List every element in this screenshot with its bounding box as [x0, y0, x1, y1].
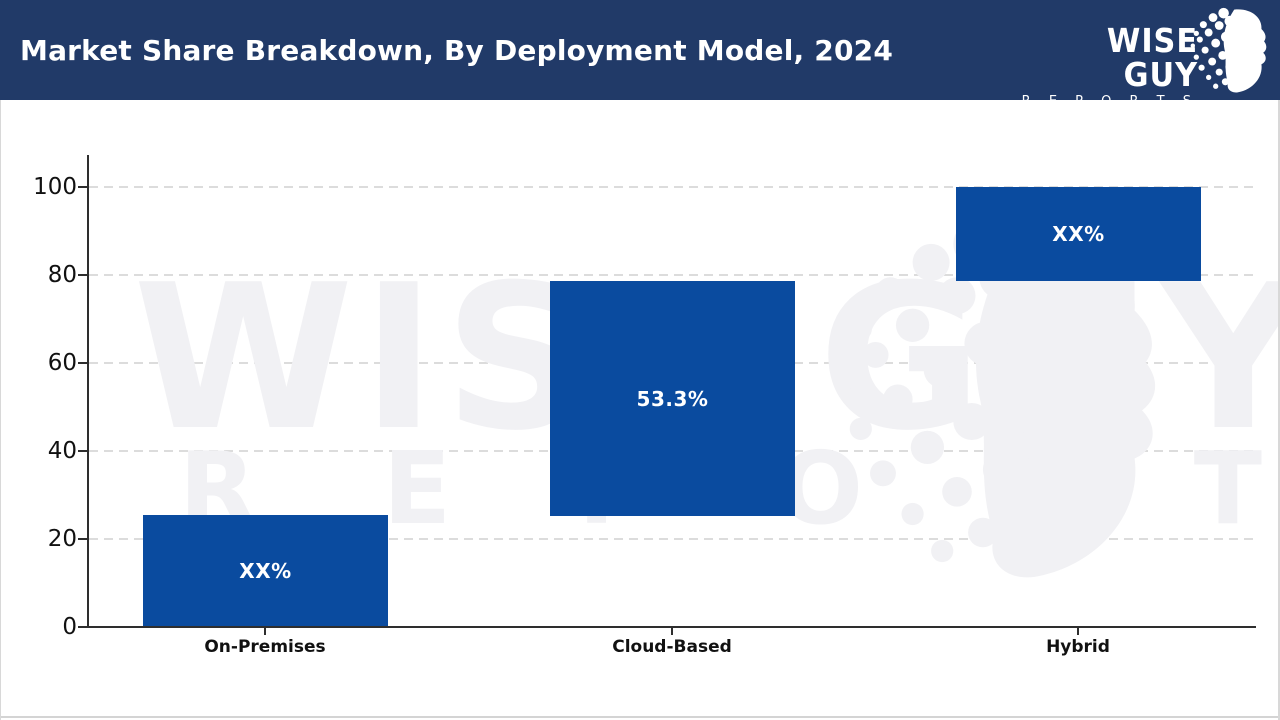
y-tick-mark: [78, 186, 88, 188]
x-axis: [87, 626, 1256, 628]
y-tick-mark: [78, 450, 88, 452]
wiseguy-logo-text: WISE GUY R E P O R T S: [1016, 24, 1198, 110]
y-tick-mark: [78, 538, 88, 540]
wiseguy-logo: WISE GUY R E P O R T S: [1016, 0, 1267, 109]
header: Market Share Breakdown, By Deployment Mo…: [0, 0, 1280, 109]
y-tick-label-80: 80: [47, 262, 77, 288]
y-axis: [87, 155, 89, 628]
bottom-border: [1, 716, 1278, 718]
bar-on-premises: XX%: [143, 515, 388, 627]
x-tick-mark: [671, 628, 673, 635]
bar-cloud-based: 53.3%: [550, 281, 795, 516]
bar-hybrid: XX%: [956, 187, 1201, 281]
y-tick-label-60: 60: [47, 350, 77, 376]
gridline-100: [89, 186, 1256, 188]
y-tick-label-0: 0: [62, 614, 77, 640]
x-tick-mark: [264, 628, 266, 635]
gridline-80: [89, 274, 1256, 276]
y-tick-label-100: 100: [33, 174, 77, 200]
x-tick-label-hybrid: Hybrid: [1046, 637, 1110, 657]
gridline-20: [89, 538, 1256, 540]
bar-value-label: XX%: [1052, 222, 1105, 246]
y-tick-label-40: 40: [47, 438, 77, 464]
x-tick-label-cloud-based: Cloud-Based: [612, 637, 732, 657]
y-tick-mark: [78, 626, 88, 628]
page-title: Market Share Breakdown, By Deployment Mo…: [20, 33, 894, 67]
chart-area: WISE GUY R E P O R T S 100 80 60 40 20 0…: [0, 100, 1280, 720]
wiseguy-head-logo-icon: [1190, 7, 1267, 93]
bar-value-label: 53.3%: [636, 386, 709, 411]
bar-value-label: XX%: [239, 559, 292, 583]
y-tick-mark: [78, 274, 88, 276]
logo-wordmark: WISE GUY: [1106, 21, 1198, 94]
x-tick-mark: [1077, 628, 1079, 635]
x-tick-label-on-premises: On-Premises: [204, 637, 326, 657]
y-tick-label-20: 20: [47, 526, 77, 552]
y-tick-mark: [78, 362, 88, 364]
